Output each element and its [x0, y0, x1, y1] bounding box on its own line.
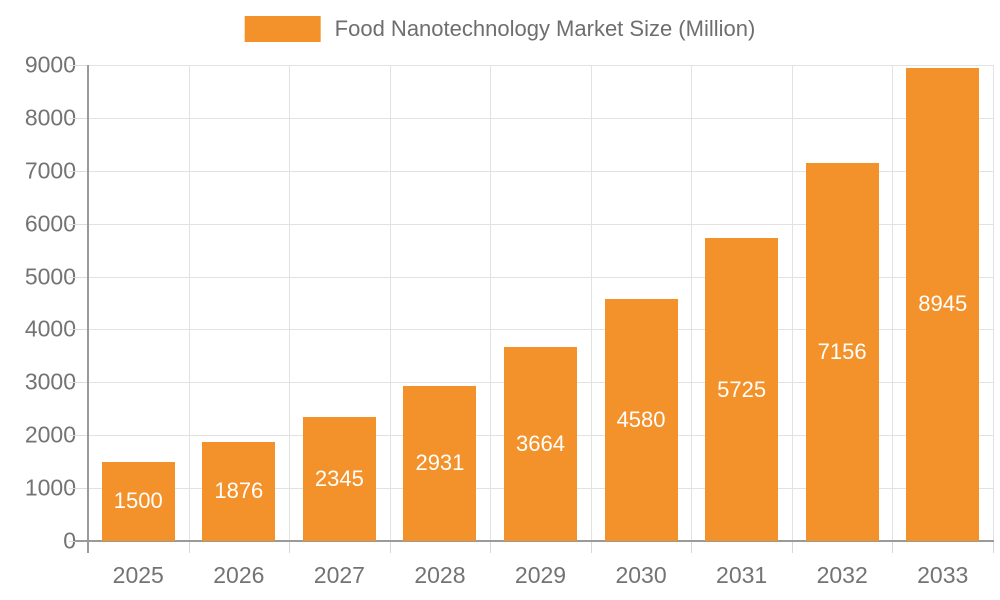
vertical-gridline: [892, 65, 894, 541]
y-axis-tick: [69, 65, 87, 66]
bar-value-label: 1876: [214, 478, 264, 504]
bar-value-label: 2345: [314, 465, 364, 491]
bar-value-label: 4580: [616, 406, 666, 432]
y-axis-tick-label: 4000: [24, 315, 76, 342]
vertical-gridline: [791, 65, 793, 541]
bar-2025[interactable]: 1500: [101, 461, 175, 541]
bar-2031[interactable]: 5725: [705, 238, 779, 541]
x-axis-tick-label: 2025: [112, 562, 164, 588]
y-axis-tick-label: 9000: [24, 51, 76, 78]
bar-value-label: 5725: [717, 376, 767, 402]
x-axis-tick: [490, 541, 492, 553]
y-axis-tick-label: 3000: [24, 368, 76, 395]
y-axis-tick: [69, 435, 87, 437]
horizontal-gridline: [88, 170, 993, 172]
horizontal-gridline: [88, 223, 993, 225]
horizontal-gridline: [88, 276, 993, 278]
y-axis-tick: [69, 382, 87, 384]
x-axis-tick-label: 2029: [514, 562, 567, 588]
x-axis-tick-label: 2033: [917, 562, 969, 588]
horizontal-gridline: [88, 65, 993, 66]
x-axis-tick-label: 2031: [716, 562, 768, 588]
vertical-gridline: [289, 65, 291, 541]
x-axis-tick: [892, 541, 894, 553]
y-axis-tick-label: 2000: [24, 421, 76, 448]
vertical-gridline: [590, 65, 592, 541]
x-axis-tick-label: 2026: [213, 562, 265, 588]
y-axis-tick: [69, 170, 87, 172]
y-axis-tick: [69, 488, 87, 490]
bar-2033[interactable]: 8945: [906, 67, 980, 541]
y-axis-tick-label: 1000: [24, 474, 76, 501]
y-axis-tick: [69, 276, 87, 278]
x-axis-tick: [590, 541, 592, 553]
y-axis-tick-label: 8000: [24, 104, 76, 131]
horizontal-gridline: [88, 117, 993, 119]
x-axis-tick-label: 2028: [414, 562, 466, 588]
y-axis-tick-label: 5000: [24, 263, 76, 290]
vertical-gridline: [993, 65, 994, 541]
bar-2026[interactable]: 1876: [202, 441, 276, 541]
bar-value-label: 8945: [918, 291, 968, 317]
vertical-gridline: [389, 65, 391, 541]
x-axis-tick: [993, 541, 994, 553]
x-axis-tick-label: 2030: [615, 562, 667, 588]
horizontal-gridline: [88, 329, 993, 331]
bar-2028[interactable]: 2931: [403, 385, 477, 541]
vertical-gridline: [188, 65, 190, 541]
bar-2030[interactable]: 4580: [604, 298, 678, 541]
x-axis-tick: [389, 541, 391, 553]
chart-title: Food Nanotechnology Market Size (Million…: [334, 16, 756, 41]
legend-item[interactable]: Food Nanotechnology Market Size (Million…: [244, 16, 756, 42]
plot-area: 1500 1876 2345 2931 3664 4580 5725 7156 8945: [69, 65, 994, 553]
bar-value-label: 7156: [817, 338, 867, 364]
y-axis-tick-label: 0: [63, 527, 76, 554]
legend-swatch: [244, 16, 321, 42]
x-axis-line: [75, 540, 994, 542]
x-axis-tick: [691, 541, 693, 553]
y-axis-tick-label: 6000: [24, 210, 76, 237]
x-axis-tick-label: 2027: [313, 562, 365, 588]
y-axis-tick-label: 7000: [24, 157, 76, 184]
x-axis-tick-label: 2032: [816, 562, 868, 588]
x-axis-labels: 2025 2026 2027 2028 2029 2030 2031 2032 2033: [88, 562, 993, 592]
y-axis-labels: 0 1000 2000 3000 4000 5000 6000 7000 8000 9000: [0, 52, 76, 554]
bar-value-label: 1500: [113, 488, 163, 514]
vertical-gridline: [691, 65, 693, 541]
vertical-gridline: [490, 65, 492, 541]
x-axis-tick: [791, 541, 793, 553]
bar-2032[interactable]: 7156: [805, 162, 879, 541]
bar-2027[interactable]: 2345: [302, 416, 376, 541]
bar-value-label: 2931: [415, 450, 465, 476]
bar-value-label: 3664: [516, 431, 565, 457]
y-axis-line: [87, 65, 89, 553]
y-axis-tick: [69, 117, 87, 119]
y-axis-tick: [69, 329, 87, 331]
bar-2029[interactable]: 3664: [504, 347, 577, 541]
x-axis-tick: [188, 541, 190, 553]
y-axis-tick: [69, 223, 87, 225]
x-axis-tick: [289, 541, 291, 553]
